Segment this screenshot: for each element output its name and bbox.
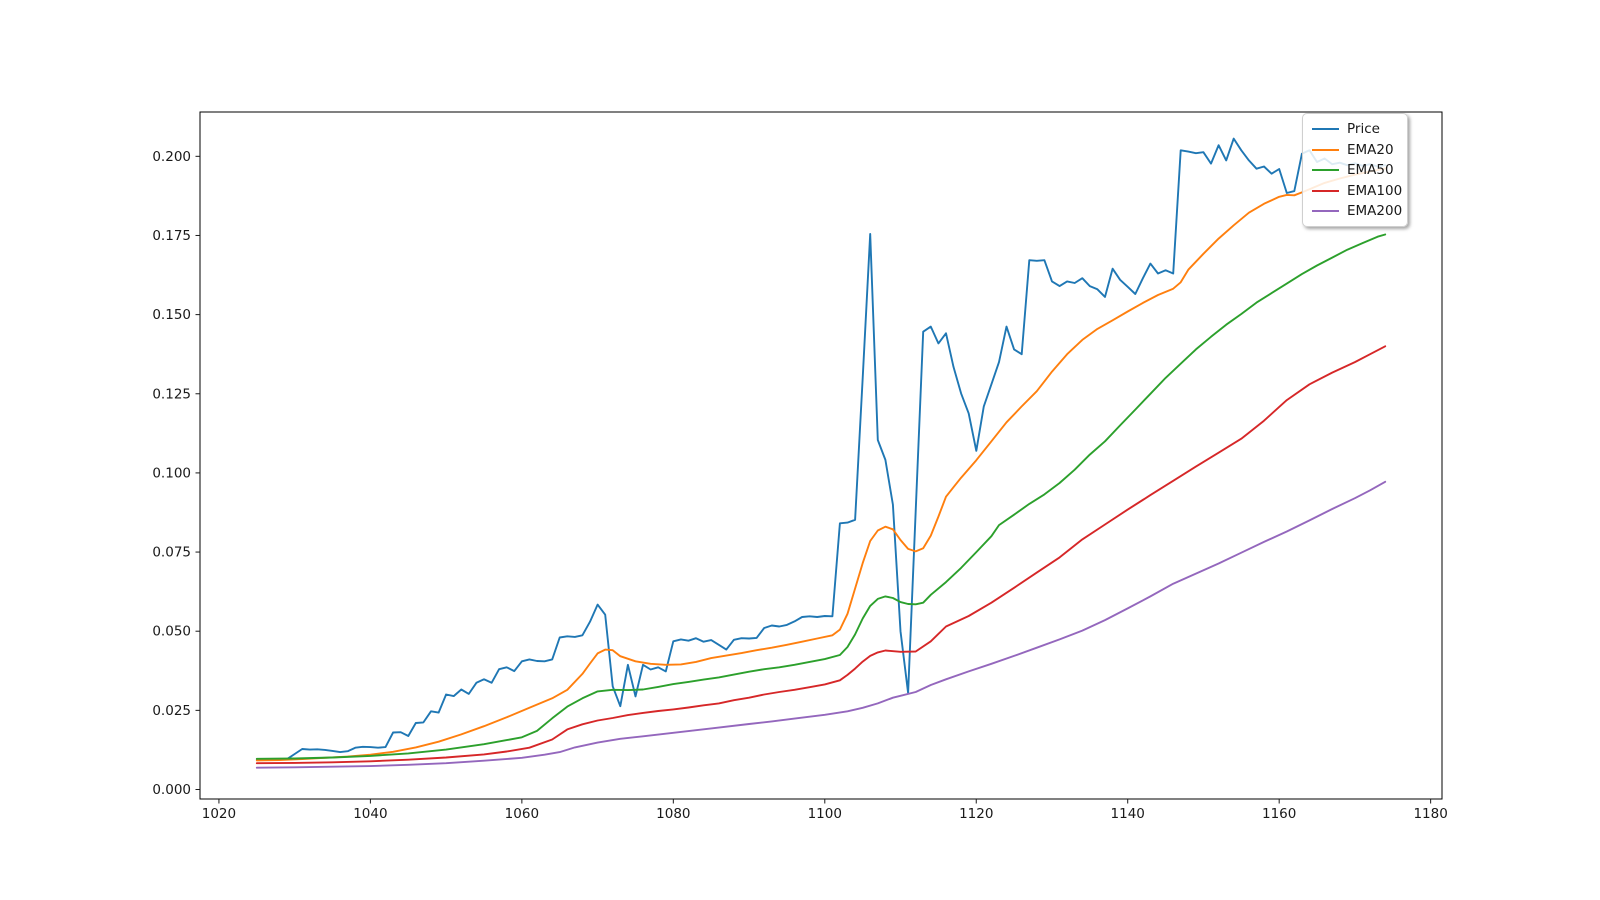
y-tick-label: 0.150 [152,307,191,323]
legend-line-sample-ema20 [1312,148,1339,151]
y-tick-label: 0.200 [152,149,191,165]
legend-item-ema200: EMA200 [1312,203,1402,219]
legend-label-price: Price [1347,121,1380,137]
legend-line-sample-ema200 [1312,210,1339,212]
series-line-ema50 [255,233,1387,760]
x-tick-label: 1180 [1413,806,1447,822]
x-tick-label: 1160 [1262,806,1296,822]
x-tick-label: 1020 [202,806,236,822]
legend-item-price: Price [1312,121,1398,137]
x-tick-label: 1040 [353,806,387,822]
legend: Price EMA20 EMA50 EMA100 EMA200 [1302,113,1408,227]
series-line-ema100 [255,345,1387,765]
legend-item-ema50: EMA50 [1312,162,1398,178]
y-tick-label: 0.125 [152,386,191,402]
legend-item-ema100: EMA100 [1312,183,1402,199]
legend-line-sample-ema50 [1312,169,1339,171]
series-line-ema20 [255,167,1387,762]
y-tick-label: 0.000 [152,782,191,798]
y-tick-label: 0.075 [152,545,191,561]
series-line-ema200 [255,480,1387,769]
series-line-price [255,137,1387,761]
x-tick-label: 1100 [808,806,842,822]
legend-line-sample-price [1312,128,1339,130]
y-tick-label: 0.175 [152,228,191,244]
legend-label-ema50: EMA50 [1347,162,1394,178]
x-tick-label: 1120 [959,806,993,822]
y-tick-label: 0.100 [152,465,191,481]
y-tick-label: 0.025 [152,703,191,719]
x-tick-label: 1080 [656,806,690,822]
x-tick-label: 1060 [505,806,539,822]
plot-border [199,111,1443,800]
legend-label-ema200: EMA200 [1347,203,1403,219]
legend-line-sample-ema100 [1312,189,1339,192]
x-tick-label: 1140 [1111,806,1145,822]
legend-item-ema20: EMA20 [1312,142,1398,158]
legend-label-ema100: EMA100 [1347,182,1403,199]
y-tick-label: 0.050 [152,624,191,640]
legend-label-ema20: EMA20 [1347,141,1394,158]
